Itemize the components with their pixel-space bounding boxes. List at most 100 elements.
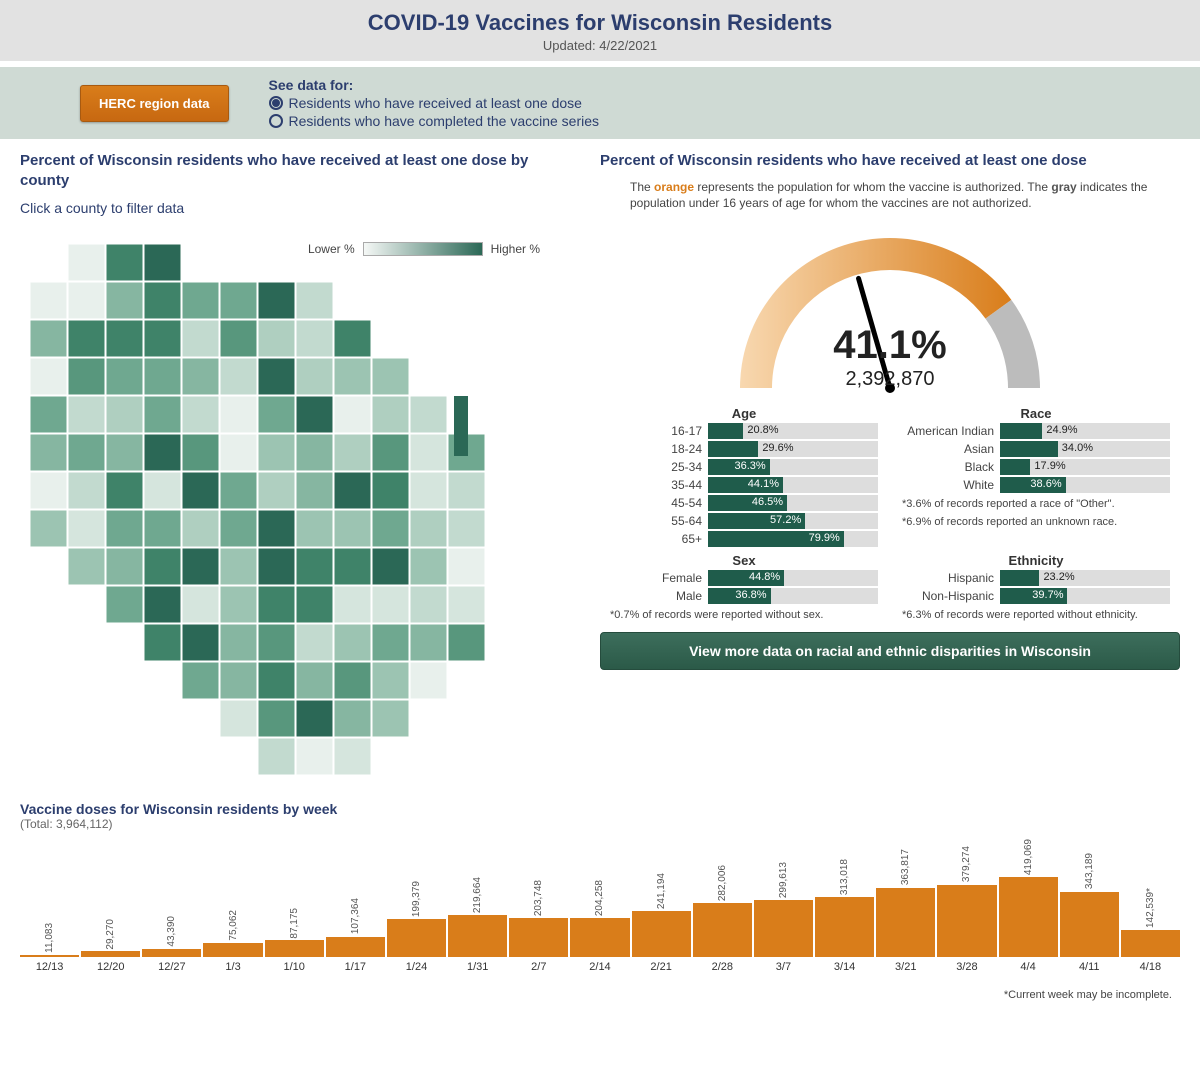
county-cell[interactable] (296, 434, 333, 471)
county-cell[interactable] (68, 358, 105, 395)
county-cell[interactable] (144, 586, 181, 623)
county-cell[interactable] (144, 282, 181, 319)
county-cell[interactable] (106, 434, 143, 471)
weekly-bar[interactable]: 343,189 (1060, 892, 1119, 958)
county-cell[interactable] (296, 700, 333, 737)
county-cell[interactable] (220, 700, 257, 737)
county-cell[interactable] (220, 624, 257, 661)
radio-option-completed[interactable]: Residents who have completed the vaccine… (269, 113, 600, 129)
county-cell[interactable] (258, 320, 295, 357)
county-cell[interactable] (30, 320, 67, 357)
county-cell[interactable] (448, 586, 485, 623)
county-cell[interactable] (410, 472, 447, 509)
county-cell[interactable] (182, 358, 219, 395)
county-cell[interactable] (144, 396, 181, 433)
county-cell[interactable] (296, 586, 333, 623)
county-cell[interactable] (106, 510, 143, 547)
county-cell[interactable] (144, 510, 181, 547)
county-cell[interactable] (258, 396, 295, 433)
county-cell[interactable] (30, 510, 67, 547)
county-cell[interactable] (220, 510, 257, 547)
county-cell[interactable] (182, 586, 219, 623)
county-cell[interactable] (220, 396, 257, 433)
county-cell[interactable] (410, 586, 447, 623)
county-cell[interactable] (448, 472, 485, 509)
county-cell[interactable] (296, 624, 333, 661)
county-cell[interactable] (68, 548, 105, 585)
county-cell[interactable] (30, 282, 67, 319)
weekly-bar[interactable]: 241,194 (632, 911, 691, 957)
county-cell[interactable] (182, 510, 219, 547)
county-cell[interactable] (334, 320, 371, 357)
county-cell[interactable] (68, 244, 105, 281)
county-cell[interactable] (106, 244, 143, 281)
county-cell[interactable] (334, 548, 371, 585)
county-cell[interactable] (106, 320, 143, 357)
county-map[interactable]: Lower % Higher % (20, 224, 580, 789)
weekly-bar[interactable]: 299,613 (754, 900, 813, 957)
county-cell[interactable] (144, 472, 181, 509)
county-cell[interactable] (258, 434, 295, 471)
county-cell[interactable] (220, 548, 257, 585)
county-cell[interactable] (68, 396, 105, 433)
county-cell[interactable] (144, 320, 181, 357)
county-cell[interactable] (220, 358, 257, 395)
county-cell[interactable] (410, 662, 447, 699)
county-cell[interactable] (220, 472, 257, 509)
county-cell[interactable] (296, 396, 333, 433)
county-cell[interactable] (334, 586, 371, 623)
county-cell[interactable] (220, 320, 257, 357)
county-cell[interactable] (258, 548, 295, 585)
county-cell[interactable] (372, 396, 409, 433)
county-cell[interactable] (334, 358, 371, 395)
weekly-bar[interactable]: 142,539* (1121, 930, 1180, 957)
county-cell[interactable] (106, 396, 143, 433)
county-cell[interactable] (334, 700, 371, 737)
county-cell[interactable] (258, 586, 295, 623)
county-cell[interactable] (220, 434, 257, 471)
county-cell[interactable] (258, 358, 295, 395)
weekly-bar[interactable]: 107,364 (326, 937, 385, 957)
county-cell[interactable] (334, 738, 371, 775)
county-cell[interactable] (410, 548, 447, 585)
county-cell[interactable] (144, 358, 181, 395)
county-cell[interactable] (334, 510, 371, 547)
county-cell[interactable] (182, 434, 219, 471)
county-cell[interactable] (106, 472, 143, 509)
county-cell[interactable] (106, 586, 143, 623)
county-cell[interactable] (448, 548, 485, 585)
county-cell[interactable] (182, 282, 219, 319)
county-cell[interactable] (68, 320, 105, 357)
county-cell[interactable] (410, 624, 447, 661)
county-cell[interactable] (454, 396, 468, 456)
county-cell[interactable] (334, 662, 371, 699)
county-cell[interactable] (296, 282, 333, 319)
county-cell[interactable] (220, 586, 257, 623)
county-cell[interactable] (182, 662, 219, 699)
county-cell[interactable] (372, 700, 409, 737)
county-cell[interactable] (258, 472, 295, 509)
weekly-bar[interactable]: 75,062 (203, 943, 262, 957)
county-cell[interactable] (296, 548, 333, 585)
county-cell[interactable] (334, 472, 371, 509)
county-cell[interactable] (144, 244, 181, 281)
county-cell[interactable] (30, 472, 67, 509)
weekly-bar[interactable]: 11,083 (20, 955, 79, 957)
county-cell[interactable] (410, 510, 447, 547)
county-cell[interactable] (296, 472, 333, 509)
weekly-bar[interactable]: 313,018 (815, 897, 874, 957)
county-cell[interactable] (182, 320, 219, 357)
county-cell[interactable] (296, 358, 333, 395)
radio-option-one-dose[interactable]: Residents who have received at least one… (269, 95, 600, 111)
weekly-bar[interactable]: 282,006 (693, 903, 752, 957)
county-cell[interactable] (220, 282, 257, 319)
county-cell[interactable] (30, 396, 67, 433)
county-cell[interactable] (410, 396, 447, 433)
county-cell[interactable] (30, 434, 67, 471)
weekly-bar[interactable]: 204,258 (570, 918, 629, 957)
county-cell[interactable] (68, 510, 105, 547)
county-cell[interactable] (448, 510, 485, 547)
county-cell[interactable] (372, 662, 409, 699)
county-cell[interactable] (372, 624, 409, 661)
county-cell[interactable] (372, 586, 409, 623)
